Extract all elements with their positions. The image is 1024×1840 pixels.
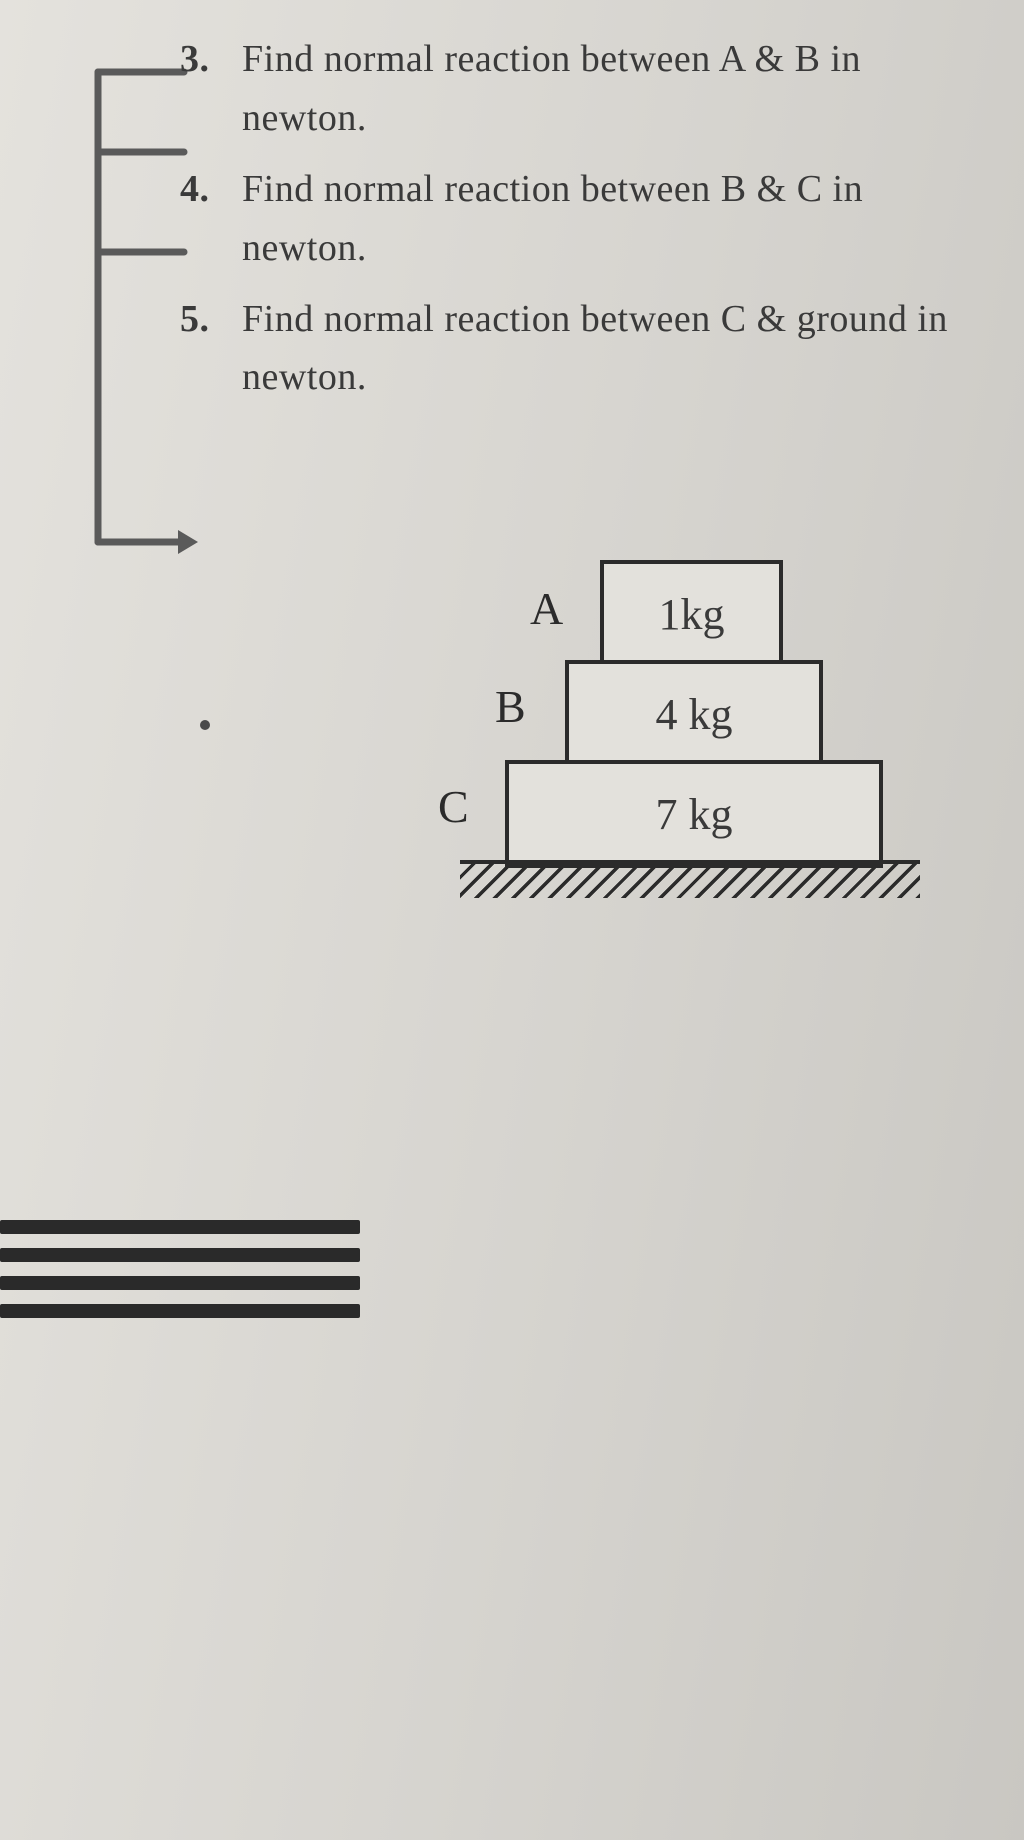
bottom-left-rules bbox=[0, 1220, 360, 1332]
block-b-mass: 4 kg bbox=[656, 689, 733, 740]
block-a: 1kg bbox=[600, 560, 783, 668]
rule-bar bbox=[0, 1220, 360, 1234]
rule-bar bbox=[0, 1248, 360, 1262]
ground bbox=[460, 860, 920, 898]
block-c: 7 kg bbox=[505, 760, 883, 868]
block-a-label: A bbox=[530, 582, 563, 635]
question-text: Find normal reaction between A & B in ne… bbox=[242, 30, 984, 148]
question-text: Find normal reaction between B & C in ne… bbox=[242, 160, 984, 278]
question-number: 3. bbox=[180, 30, 242, 89]
block-b: 4 kg bbox=[565, 660, 823, 768]
question-text: Find normal reaction between C & ground … bbox=[242, 290, 984, 408]
question-list: 3. Find normal reaction between A & B in… bbox=[180, 30, 984, 419]
page-root: 3. Find normal reaction between A & B in… bbox=[0, 0, 1024, 1840]
question-number: 5. bbox=[180, 290, 242, 349]
stacked-blocks-diagram: 1kg A 4 kg B 7 kg C bbox=[420, 560, 920, 990]
block-a-mass: 1kg bbox=[659, 589, 725, 640]
block-c-mass: 7 kg bbox=[656, 789, 733, 840]
block-b-label: B bbox=[495, 680, 526, 733]
rule-bar bbox=[0, 1304, 360, 1318]
block-c-label: C bbox=[438, 780, 469, 833]
question-item: 4. Find normal reaction between B & C in… bbox=[180, 160, 984, 278]
margin-dot bbox=[200, 720, 210, 730]
question-item: 3. Find normal reaction between A & B in… bbox=[180, 30, 984, 148]
ground-hatching bbox=[460, 860, 920, 898]
question-number: 4. bbox=[180, 160, 242, 219]
question-item: 5. Find normal reaction between C & grou… bbox=[180, 290, 984, 408]
rule-bar bbox=[0, 1276, 360, 1290]
